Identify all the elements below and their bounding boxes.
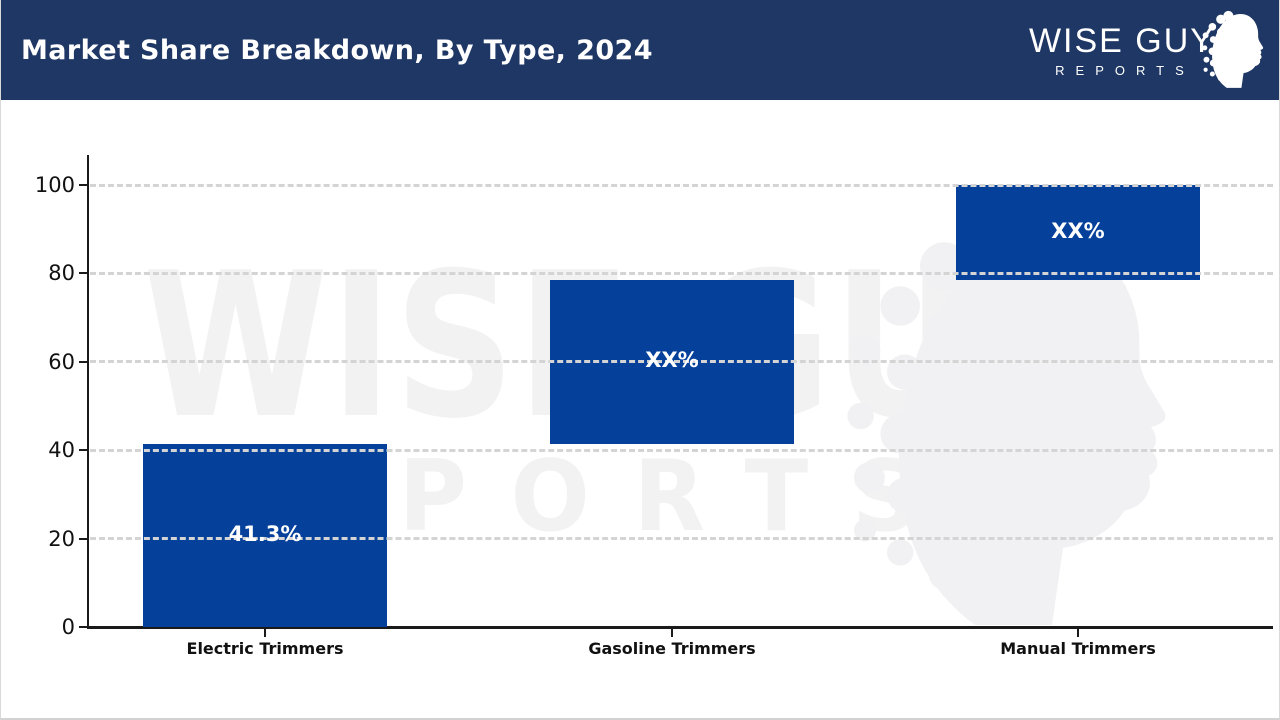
x-tick-gasoline-trimmers: [671, 629, 673, 637]
x-tick-label-gasoline-trimmers: Gasoline Trimmers: [588, 639, 756, 658]
x-axis-line: [87, 626, 1273, 629]
brand-name: WISE GUY: [1028, 22, 1215, 60]
y-tick-label-20: 20: [48, 526, 75, 551]
bar-label-manual-trimmers: XX%: [1051, 218, 1105, 243]
brand-subname: REPORTS: [1055, 63, 1195, 78]
brand-logo-text: WISE GUY REPORTS: [1029, 22, 1215, 78]
gridline-20: [90, 537, 1273, 541]
y-tick-80: [79, 272, 88, 275]
gridline-40: [90, 448, 1273, 452]
y-tick-40: [79, 449, 88, 452]
x-tick-electric-trimmers: [264, 629, 266, 637]
x-tick-label-electric-trimmers: Electric Trimmers: [186, 639, 344, 658]
y-tick-label-60: 60: [48, 349, 75, 374]
y-axis-line: [87, 155, 89, 628]
y-tick-60: [79, 360, 88, 363]
y-tick-label-100: 100: [34, 173, 75, 197]
y-tick-label-80: 80: [48, 261, 75, 286]
gridline-100: [90, 183, 1273, 187]
y-tick-20: [79, 537, 88, 540]
gridline-60: [90, 360, 1273, 364]
x-tick-manual-trimmers: [1077, 629, 1079, 637]
chart-title: Market Share Breakdown, By Type, 2024: [21, 34, 653, 66]
x-tick-label-manual-trimmers: Manual Trimmers: [1000, 639, 1156, 658]
header: Market Share Breakdown, By Type, 2024 WI…: [1, 0, 1279, 100]
gridline-80: [90, 271, 1273, 275]
brand-logo: WISE GUY REPORTS: [1029, 10, 1265, 90]
bar-label-electric-trimmers: 41.3%: [228, 521, 302, 546]
y-tick-100: [79, 184, 88, 186]
wiseguy-face-icon: [1202, 10, 1264, 88]
y-tick-0: [79, 626, 88, 628]
bar-label-gasoline-trimmers: XX%: [645, 348, 699, 373]
y-tick-label-40: 40: [48, 438, 75, 463]
bar-electric-trimmers: [143, 444, 387, 627]
y-tick-label-0: 0: [61, 615, 75, 639]
